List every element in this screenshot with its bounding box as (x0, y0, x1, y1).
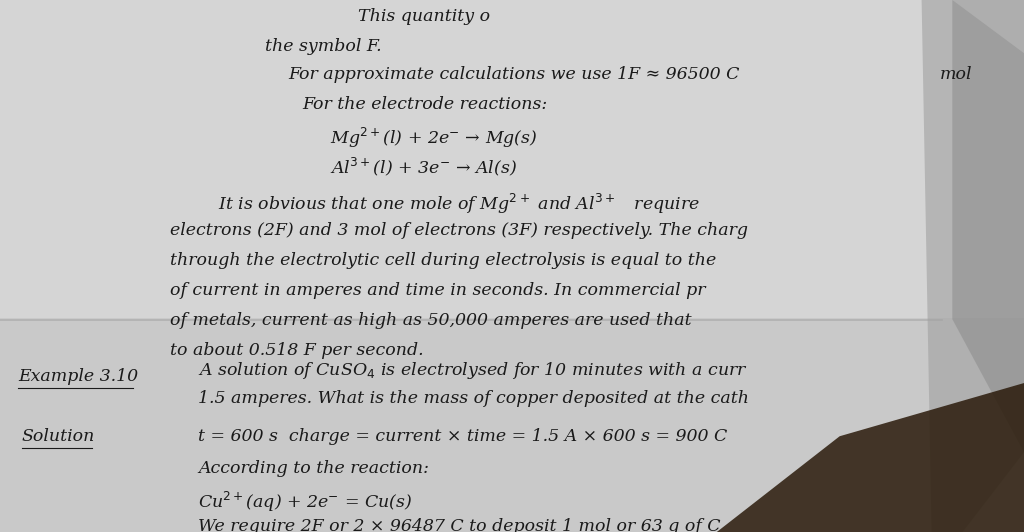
Text: Example 3.10: Example 3.10 (18, 368, 138, 385)
Bar (0, 318, 1024, 532)
Text: We require 2F or 2 × 96487 C to deposit 1 mol or 63 g of C: We require 2F or 2 × 96487 C to deposit … (198, 518, 721, 532)
Text: For the electrode reactions:: For the electrode reactions: (302, 96, 547, 113)
Text: t = 600 s  charge = current × time = 1.5 A × 600 s = 900 C: t = 600 s charge = current × time = 1.5 … (198, 428, 727, 445)
Text: According to the reaction:: According to the reaction: (198, 460, 429, 477)
Text: 1.5 amperes. What is the mass of copper deposited at the cath: 1.5 amperes. What is the mass of copper … (198, 390, 749, 407)
Polygon shape (952, 0, 1024, 452)
Text: to about 0.518 F per second.: to about 0.518 F per second. (170, 342, 424, 359)
Text: through the electrolytic cell during electrolysis is equal to the: through the electrolytic cell during ele… (170, 252, 716, 269)
Text: of metals, current as high as 50,000 amperes are used that: of metals, current as high as 50,000 amp… (170, 312, 691, 329)
Text: Al$^{3+}$(l) + 3e$^{-}$ → Al(s): Al$^{3+}$(l) + 3e$^{-}$ → Al(s) (330, 156, 517, 178)
Text: For approximate calculations we use 1F ≈ 96500 C: For approximate calculations we use 1F ≈… (288, 66, 739, 83)
Text: Cu$^{2+}$(aq) + 2e$^{-}$ = Cu(s): Cu$^{2+}$(aq) + 2e$^{-}$ = Cu(s) (198, 490, 413, 514)
Polygon shape (922, 0, 1024, 532)
Bar (0, 0, 1024, 318)
Text: electrons (2F) and 3 mol of electrons (3F) respectively. The charg: electrons (2F) and 3 mol of electrons (3… (170, 222, 748, 239)
Polygon shape (717, 383, 1024, 532)
Text: It is obvious that one mole of Mg$^{2+}$ and Al$^{3+}$   require: It is obvious that one mole of Mg$^{2+}$… (218, 192, 700, 216)
Text: of current in amperes and time in seconds. In commercial pr: of current in amperes and time in second… (170, 282, 706, 299)
Text: Solution: Solution (22, 428, 95, 445)
Text: the symbol F.: the symbol F. (265, 38, 382, 55)
Text: mol: mol (940, 66, 973, 83)
Text: Mg$^{2+}$(l) + 2e$^{-}$ → Mg(s): Mg$^{2+}$(l) + 2e$^{-}$ → Mg(s) (330, 126, 538, 150)
Text: A solution of CuSO$_4$ is electrolysed for 10 minutes with a curr: A solution of CuSO$_4$ is electrolysed f… (198, 360, 748, 381)
Text: This quantity o: This quantity o (358, 8, 490, 25)
